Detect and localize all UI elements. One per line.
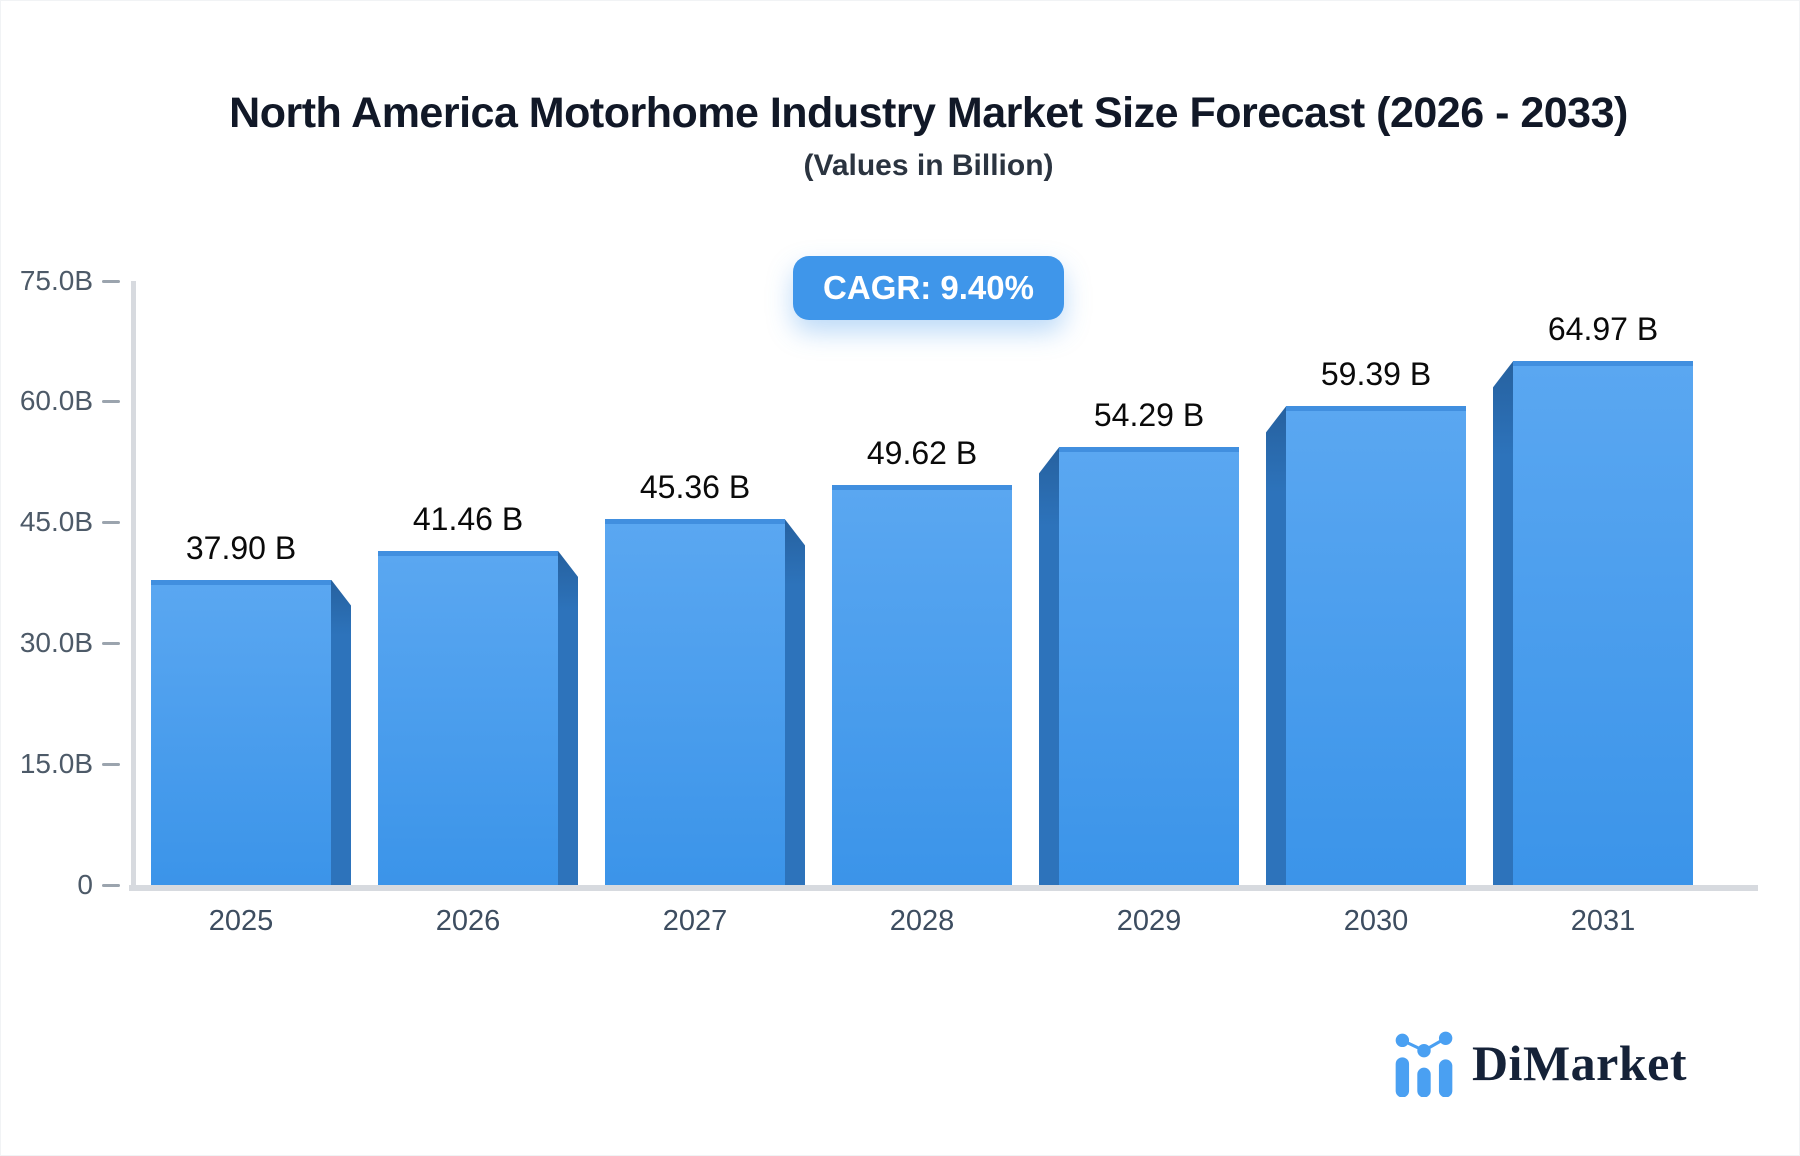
bar-value-label: 49.62 B <box>866 435 978 472</box>
brand-logo: DiMarket <box>1392 1029 1687 1097</box>
x-tick-label-2030: 2030 <box>1343 905 1409 937</box>
bar-3d-side <box>558 550 578 885</box>
bar-value-label: 45.36 B <box>639 469 751 506</box>
bar-2028 <box>832 485 1012 885</box>
x-tick-label-2028: 2028 <box>889 905 955 937</box>
bar-chart-logo-icon <box>1395 1031 1453 1097</box>
x-axis-baseline <box>129 885 1758 891</box>
y-axis-tick-mark <box>102 763 120 767</box>
bar-3d-side <box>1039 447 1059 885</box>
y-axis-tick-mark <box>102 400 120 404</box>
x-tick-label-2029: 2029 <box>1116 905 1182 937</box>
y-axis-tick-mark <box>102 884 120 887</box>
bar-3d-side <box>785 519 805 885</box>
bar-2031 <box>1513 361 1693 885</box>
x-tick-label-2031: 2031 <box>1570 905 1636 937</box>
bar-2027 <box>605 519 785 885</box>
y-axis-tick-label: 0 <box>77 869 93 900</box>
bar-2029 <box>1059 447 1239 885</box>
cagr-badge: CAGR: 9.40% <box>793 256 1064 320</box>
bar-2030 <box>1286 406 1466 885</box>
chart-subtitle: (Values in Billion) <box>803 149 1054 182</box>
brand-logo-text: DiMarket <box>1471 1035 1687 1091</box>
bar-3d-side <box>1266 406 1286 885</box>
bar-3d-side <box>331 579 351 885</box>
bar-2025 <box>151 579 331 885</box>
bar-value-label: 59.39 B <box>1320 356 1432 393</box>
y-axis-tick-mark <box>102 642 120 646</box>
y-axis-tick-label: 45.0B <box>19 506 93 538</box>
bar-2026 <box>378 550 558 885</box>
y-axis-tick-label: 60.0B <box>19 385 93 417</box>
x-tick-label-2026: 2026 <box>435 905 501 937</box>
x-tick-label-2027: 2027 <box>662 905 728 937</box>
y-axis-line <box>131 280 136 885</box>
y-axis-tick-label: 15.0B <box>19 748 93 780</box>
chart-title: North America Motorhome Industry Market … <box>229 89 1628 137</box>
y-axis-tick-mark <box>102 521 120 525</box>
y-axis-tick-mark <box>102 279 120 283</box>
bar-value-label: 37.90 B <box>185 529 297 566</box>
x-tick-label-2025: 2025 <box>208 905 274 937</box>
bar-3d-side <box>1493 361 1513 885</box>
bar-value-label: 64.97 B <box>1547 311 1659 348</box>
bar-value-label: 41.46 B <box>412 500 524 537</box>
y-axis-tick-label: 75.0B <box>19 264 93 296</box>
y-axis-tick-label: 30.0B <box>19 627 93 659</box>
bar-value-label: 54.29 B <box>1093 397 1205 434</box>
